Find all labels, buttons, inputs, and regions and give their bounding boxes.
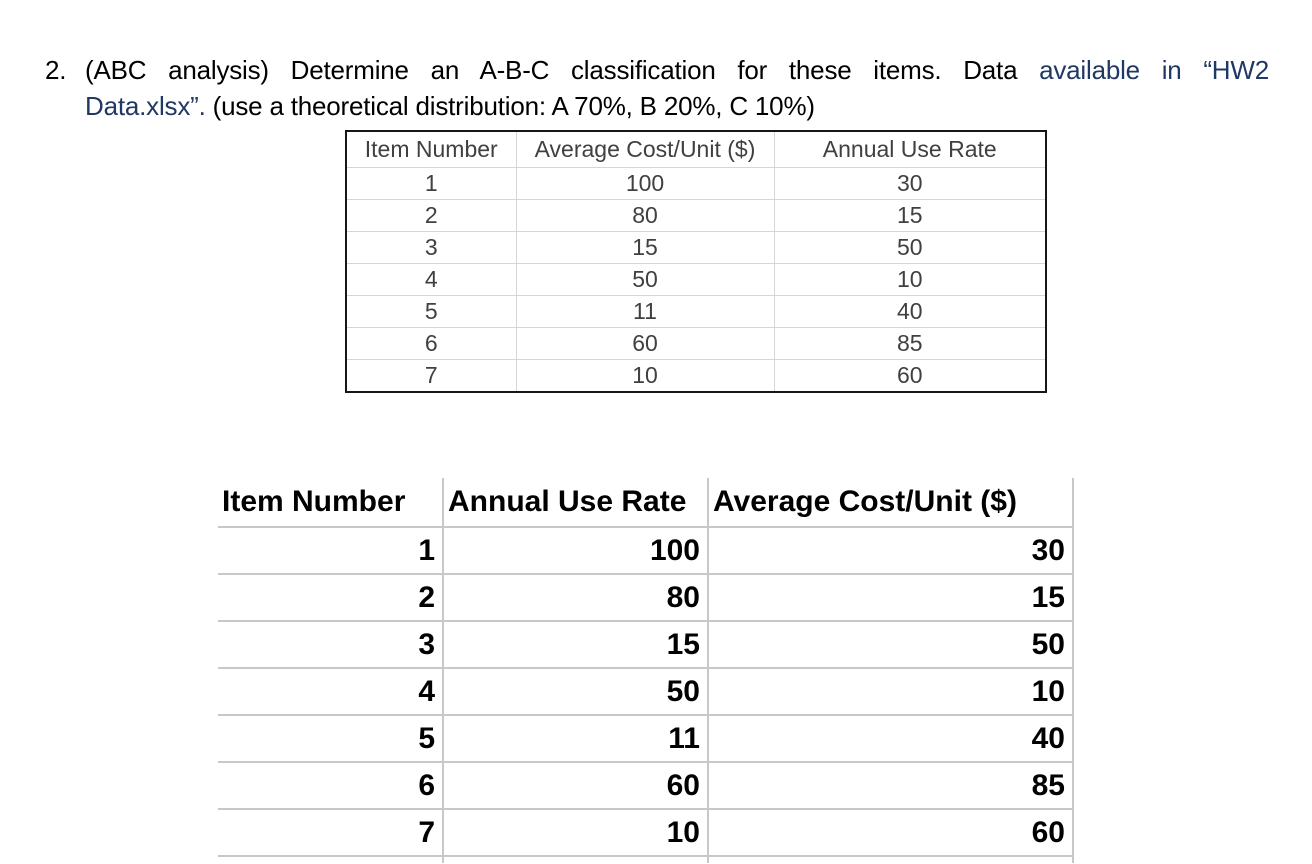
question-line2-black-text: (use a theoretical distribution: A 70%, …	[212, 91, 815, 121]
table-cell: 30	[708, 527, 1074, 575]
table-cell: 60	[708, 809, 1074, 857]
table-cell: 60	[515, 327, 775, 360]
table2-header-average-cost: Average Cost/Unit ($)	[708, 478, 1074, 528]
table-cell: 11	[443, 715, 709, 763]
question-text: (ABC analysis) Determine an A-B-C classi…	[85, 52, 1269, 124]
table-cell: 6	[218, 762, 444, 810]
table-cell: 2	[218, 574, 444, 622]
table-row: 4 50 10	[218, 668, 1074, 716]
table-cell: 5	[345, 295, 517, 328]
bordered-data-table: Item Number Average Cost/Unit ($) Annual…	[345, 130, 1047, 393]
table-cell: 3	[218, 621, 444, 669]
question-line1-blue-text: available in “HW2	[1039, 55, 1269, 85]
table-cell	[443, 856, 709, 863]
table-row: 5 11 40	[345, 295, 1047, 328]
table-row: 2 80 15	[345, 199, 1047, 232]
table-cell: 50	[773, 231, 1047, 264]
question-number: 2.	[45, 55, 67, 85]
table-cell: 10	[708, 668, 1074, 716]
table-cell: 30	[773, 167, 1047, 200]
table-cell: 1	[218, 527, 444, 575]
table-cell: 15	[773, 199, 1047, 232]
table-cell: 6	[345, 327, 517, 360]
table-row: 7 10 60	[218, 809, 1074, 857]
question-line-2: Data.xlsx”. (use a theoretical distribut…	[85, 88, 1269, 124]
table-cell: 5	[218, 715, 444, 763]
question-line-1: (ABC analysis) Determine an A-B-C classi…	[85, 52, 1269, 88]
table-cell: 50	[443, 668, 709, 716]
table-cell: 80	[515, 199, 775, 232]
table-row: 1 100 30	[218, 527, 1074, 575]
table-row: 1 100 30	[345, 167, 1047, 200]
table-row: 6 60 85	[218, 762, 1074, 810]
table-row: 2 80 15	[218, 574, 1074, 622]
table-cell: 10	[443, 809, 709, 857]
table2-header-annual-use-rate: Annual Use Rate	[443, 478, 709, 528]
table1-header-item-number: Item Number	[345, 130, 517, 168]
table1-header-annual-use-rate: Annual Use Rate	[773, 130, 1047, 168]
table-partial-row	[218, 856, 1074, 863]
table-row: 3 15 50	[218, 621, 1074, 669]
table-cell: 50	[515, 263, 775, 296]
table1-header-row: Item Number Average Cost/Unit ($) Annual…	[345, 130, 1047, 168]
table-row: 6 60 85	[345, 327, 1047, 360]
spreadsheet-table: Item Number Annual Use Rate Average Cost…	[218, 478, 1074, 863]
table-row: 4 50 10	[345, 263, 1047, 296]
table-cell	[218, 856, 444, 863]
table-row: 7 10 60	[345, 359, 1047, 393]
table-cell: 7	[218, 809, 444, 857]
table-cell: 40	[708, 715, 1074, 763]
table-cell: 60	[443, 762, 709, 810]
table-cell: 100	[515, 167, 775, 200]
question-line1-black-text: (ABC analysis) Determine an A-B-C classi…	[85, 55, 1018, 85]
table-cell: 15	[443, 621, 709, 669]
table-cell: 11	[515, 295, 775, 328]
table-row: 3 15 50	[345, 231, 1047, 264]
table-cell: 10	[773, 263, 1047, 296]
table-row: 5 11 40	[218, 715, 1074, 763]
table-cell: 4	[345, 263, 517, 296]
table2-header-item-number: Item Number	[218, 478, 444, 528]
table-cell: 85	[773, 327, 1047, 360]
table-cell: 100	[443, 527, 709, 575]
table-cell: 60	[773, 359, 1047, 393]
table-cell: 15	[708, 574, 1074, 622]
table-cell: 15	[515, 231, 775, 264]
table-cell: 85	[708, 762, 1074, 810]
question-line2-blue-text: Data.xlsx”.	[85, 91, 206, 121]
table1-header-average-cost: Average Cost/Unit ($)	[515, 130, 775, 168]
table-cell: 10	[515, 359, 775, 393]
table-cell: 7	[345, 359, 517, 393]
table-cell: 4	[218, 668, 444, 716]
table2-header-row: Item Number Annual Use Rate Average Cost…	[218, 478, 1074, 528]
table-cell: 50	[708, 621, 1074, 669]
table-cell: 1	[345, 167, 517, 200]
table-cell: 80	[443, 574, 709, 622]
table-cell: 3	[345, 231, 517, 264]
table-cell	[708, 856, 1074, 863]
question-block: 2. (ABC analysis) Determine an A-B-C cla…	[45, 52, 1269, 124]
table-cell: 2	[345, 199, 517, 232]
table-cell: 40	[773, 295, 1047, 328]
